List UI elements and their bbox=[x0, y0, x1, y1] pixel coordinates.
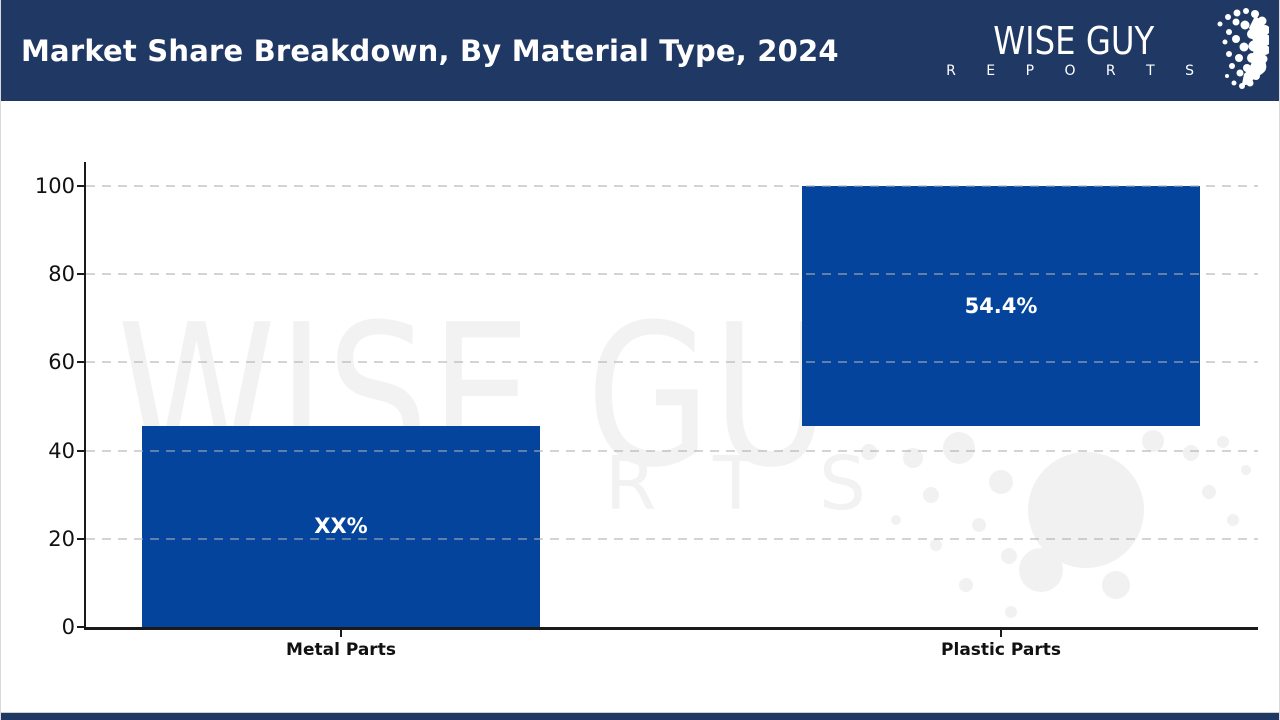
x-axis-line bbox=[84, 627, 1258, 630]
wiseguy-face-icon bbox=[1217, 8, 1269, 89]
logo-wordmark: WISE GUY R E P O R T S bbox=[940, 18, 1207, 80]
bar-chart: WISE GU R T S 0 20 40 60 80 100 XX% Metal Parts… bbox=[1, 101, 1279, 713]
watermark-letter: R bbox=[605, 441, 657, 527]
y-tick-60 bbox=[77, 361, 86, 364]
category-label: Metal Parts bbox=[286, 640, 396, 660]
logo-wordmark-sub: R E P O R T S bbox=[946, 63, 1207, 80]
y-tick-0 bbox=[77, 626, 86, 628]
y-tick-label: 80 bbox=[48, 262, 75, 287]
watermark-letter: S bbox=[819, 441, 866, 527]
gridline-40 bbox=[86, 449, 1258, 452]
gridline-60 bbox=[86, 361, 1258, 364]
y-tick-label: 100 bbox=[34, 174, 75, 198]
y-tick-label: 0 bbox=[61, 615, 75, 639]
y-tick-100 bbox=[77, 185, 86, 187]
x-tick-1 bbox=[1000, 629, 1002, 637]
category-label: Plastic Parts bbox=[941, 640, 1061, 660]
y-tick-label: 60 bbox=[48, 350, 75, 375]
gridline-100 bbox=[86, 185, 1258, 187]
watermark-letter: T bbox=[713, 441, 759, 527]
logo-wordmark-main: WISE GUY bbox=[993, 18, 1155, 63]
gridline-80 bbox=[86, 273, 1258, 276]
y-tick-label: 20 bbox=[48, 526, 75, 551]
y-tick-40 bbox=[77, 449, 86, 452]
footer-bar bbox=[1, 712, 1279, 720]
y-tick-20 bbox=[77, 537, 86, 540]
x-tick-0 bbox=[340, 629, 342, 637]
bar-metal-parts: XX% bbox=[142, 425, 540, 627]
y-axis-line bbox=[84, 162, 86, 630]
y-tick-label: 40 bbox=[48, 438, 75, 463]
wiseguy-logo: WISE GUY R E P O R T S bbox=[940, 6, 1269, 94]
bar-plastic-parts: 54.4% bbox=[802, 186, 1200, 426]
bar-value-label: 54.4% bbox=[964, 293, 1038, 318]
y-tick-80 bbox=[77, 273, 86, 276]
bar-value-label: XX% bbox=[314, 514, 368, 539]
page-title: Market Share Breakdown, By Material Type… bbox=[21, 33, 839, 68]
gridline-20 bbox=[86, 537, 1258, 540]
header-bar: Market Share Breakdown, By Material Type… bbox=[1, 0, 1279, 101]
